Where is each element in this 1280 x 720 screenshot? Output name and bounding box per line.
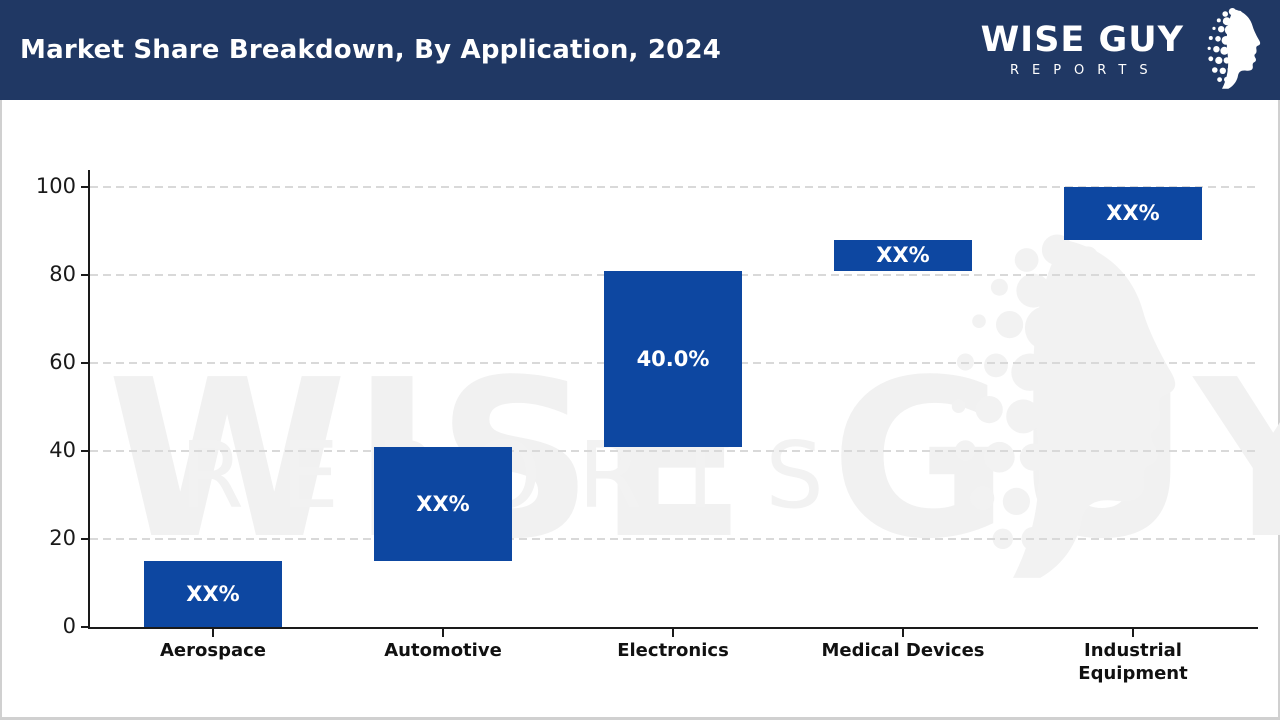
logo-face-icon: [1207, 8, 1261, 89]
gridline-40: [90, 450, 1257, 452]
y-tick-label-40: 40: [49, 438, 76, 462]
bar-industrial-equipment: XX%: [1064, 187, 1202, 240]
y-tick-mark-20: [81, 538, 89, 540]
x-tick-mark-aerospace: [212, 629, 214, 637]
y-tick-mark-80: [81, 274, 89, 276]
chart-area: WISE GUY REPORTS XX% XX% 40.0% XX% XX% 0 20 40…: [0, 100, 1280, 720]
x-tick-mark-electronics: [672, 629, 674, 637]
x-tick-mark-automotive: [442, 629, 444, 637]
bar-automotive: XX%: [374, 446, 512, 561]
y-axis-line: [88, 170, 90, 629]
watermark-face-icon: [951, 234, 1176, 578]
y-tick-label-20: 20: [49, 526, 76, 550]
category-label-electronics: Electronics: [617, 640, 729, 661]
y-tick-label-80: 80: [49, 262, 76, 286]
y-tick-mark-100: [81, 186, 89, 188]
logo-wordmark: WISE GUY: [980, 19, 1184, 60]
bar-value-label: 40.0%: [636, 346, 710, 371]
y-tick-label-0: 0: [62, 614, 76, 638]
category-label-aerospace: Aerospace: [159, 640, 266, 661]
bar-value-label: XX%: [416, 491, 470, 516]
wise-guy-logo: WISE GUY REPORTS: [981, 6, 1266, 94]
gridline-20: [90, 538, 1257, 540]
y-tick-label-60: 60: [49, 350, 76, 374]
category-label-automotive: Automotive: [384, 640, 502, 661]
chart-title: Market Share Breakdown, By Application, …: [20, 35, 722, 65]
y-tick-label-100: 100: [35, 174, 76, 198]
gridline-100: [90, 186, 1257, 188]
y-tick-mark-40: [81, 450, 89, 452]
header-bar: Market Share Breakdown, By Application, …: [0, 0, 1280, 100]
category-label-medical-devices: Medical Devices: [821, 640, 985, 661]
x-tick-mark-industrial-equipment: [1132, 629, 1134, 637]
y-tick-mark-0: [81, 626, 89, 628]
bar-medical-devices: XX%: [834, 239, 972, 271]
logo-subtext: REPORTS: [1009, 62, 1161, 78]
bar-electronics: 40.0%: [604, 270, 742, 447]
bar-value-label: XX%: [876, 243, 930, 268]
bar-value-label: XX%: [186, 582, 240, 606]
bar-value-label: XX%: [1106, 201, 1160, 226]
plot-area: XX% XX% 40.0% XX% XX%: [90, 186, 1257, 627]
bar-aerospace: XX%: [144, 561, 282, 627]
logo-wordmark-block: WISE GUY REPORTS: [980, 19, 1184, 78]
x-tick-mark-medical-devices: [902, 629, 904, 637]
x-axis-line: [89, 627, 1258, 629]
category-label-industrial-equipment: Industrial Equipment: [1078, 640, 1188, 684]
y-tick-mark-60: [81, 362, 89, 364]
